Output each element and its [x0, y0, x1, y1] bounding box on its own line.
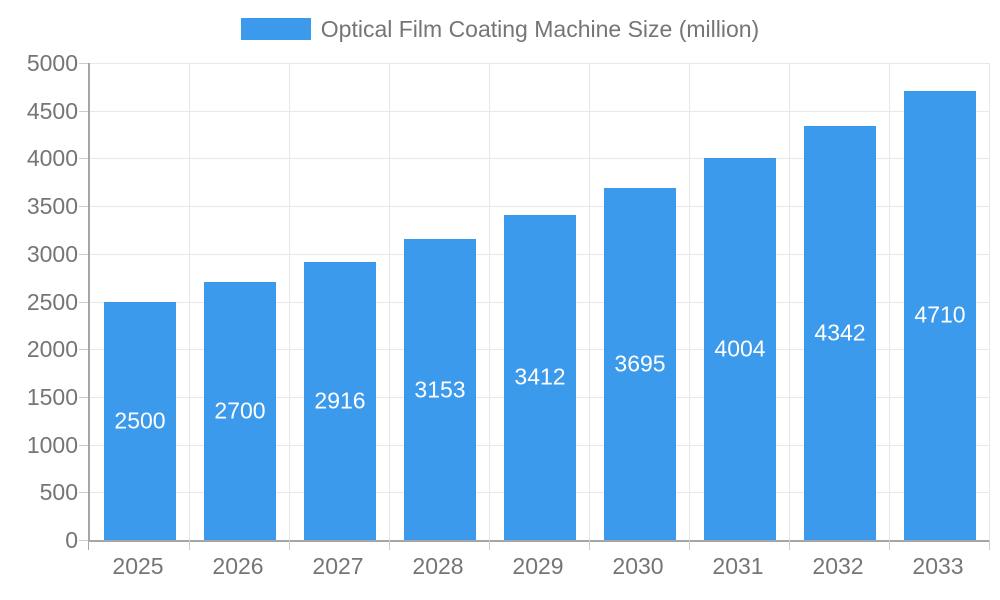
- y-axis-tick-label: 2500: [26, 288, 78, 315]
- y-axis-tick: [79, 253, 88, 255]
- gridline-vertical: [789, 63, 790, 540]
- bar-value-label: 4710: [914, 301, 966, 328]
- gridline-vertical: [389, 63, 390, 540]
- gridline-horizontal: [90, 158, 990, 160]
- bar-value-label: 2916: [314, 387, 366, 414]
- x-axis-tick-label: 2033: [912, 553, 964, 579]
- x-axis-tick: [689, 540, 690, 550]
- bar-2028[interactable]: 3153: [404, 239, 476, 540]
- x-axis-tick: [789, 540, 790, 550]
- y-axis-tick: [79, 540, 88, 541]
- bar-2032[interactable]: 4342: [804, 125, 876, 540]
- y-axis-tick-label: 1500: [26, 383, 78, 410]
- x-axis-tick: [88, 540, 89, 550]
- y-axis-tick: [79, 396, 88, 398]
- y-axis-tick-label: 3500: [26, 193, 78, 220]
- legend-label: Optical Film Coating Machine Size (milli…: [320, 16, 760, 42]
- x-axis-tick-label: 2030: [612, 553, 664, 579]
- bar-value-label: 2500: [114, 407, 166, 434]
- bar-2029[interactable]: 3412: [504, 214, 576, 540]
- y-axis-tick: [79, 206, 88, 208]
- gridline-horizontal: [90, 63, 990, 64]
- bar-2033[interactable]: 4710: [904, 90, 976, 540]
- bar-value-label: 4342: [814, 319, 866, 346]
- legend-swatch: [240, 18, 311, 40]
- legend[interactable]: Optical Film Coating Machine Size (milli…: [0, 15, 1000, 43]
- y-axis-tick: [79, 63, 88, 64]
- x-axis-tick: [989, 540, 990, 550]
- x-axis-tick: [189, 540, 190, 550]
- y-axis-tick-label: 500: [39, 479, 78, 506]
- y-axis-tick: [79, 158, 88, 160]
- y-axis-tick-label: 1000: [26, 431, 78, 458]
- y-axis-tick-label: 0: [65, 527, 78, 553]
- bar-2027[interactable]: 2916: [304, 261, 376, 540]
- plot-area: 2500 2700 2916 3153 3412 3695 4004 4342 4710: [79, 63, 990, 550]
- x-axis-tick-label: 2028: [412, 553, 464, 579]
- bar-2030[interactable]: 3695: [604, 187, 676, 540]
- bar-2025[interactable]: 2500: [104, 301, 176, 540]
- x-axis-tick-label: 2031: [712, 553, 764, 579]
- x-axis-tick: [489, 540, 490, 550]
- gridline-horizontal: [90, 110, 990, 112]
- y-axis-tick-label: 4000: [26, 145, 78, 172]
- bar-value-label: 3412: [514, 363, 566, 390]
- x-axis-tick-label: 2026: [212, 553, 264, 579]
- x-axis-tick-label: 2029: [512, 553, 564, 579]
- bar-2031[interactable]: 4004: [704, 158, 776, 540]
- y-axis-tick-label: 2000: [26, 336, 78, 363]
- gridline-horizontal: [90, 206, 990, 208]
- x-axis-tick: [289, 540, 290, 550]
- y-axis-tick: [79, 301, 88, 303]
- y-axis-tick-label: 4500: [26, 97, 78, 124]
- y-axis-tick: [79, 110, 88, 112]
- gridline-vertical: [589, 63, 590, 540]
- gridline-vertical: [189, 63, 190, 540]
- y-axis-tick: [79, 349, 88, 351]
- gridline-vertical: [689, 63, 690, 540]
- bar-value-label: 2700: [214, 397, 266, 424]
- y-axis-tick: [79, 444, 88, 446]
- x-axis-tick: [389, 540, 390, 550]
- bar-value-label: 3153: [414, 376, 466, 403]
- gridline-vertical: [489, 63, 490, 540]
- x-axis-tick: [889, 540, 890, 550]
- bar-value-label: 4004: [714, 335, 766, 362]
- gridline-vertical: [289, 63, 290, 540]
- x-axis-tick-label: 2027: [312, 553, 364, 579]
- bar-value-label: 3695: [614, 350, 666, 377]
- bar-2026[interactable]: 2700: [204, 282, 276, 540]
- x-axis-tick: [589, 540, 590, 550]
- y-axis-tick-label: 5000: [26, 50, 78, 76]
- y-axis-tick: [79, 492, 88, 494]
- gridline-vertical: [989, 63, 990, 540]
- x-axis-tick-label: 2025: [112, 553, 164, 579]
- y-axis-tick-label: 3000: [26, 240, 78, 267]
- gridline-vertical: [889, 63, 890, 540]
- x-axis-tick-label: 2032: [812, 553, 864, 579]
